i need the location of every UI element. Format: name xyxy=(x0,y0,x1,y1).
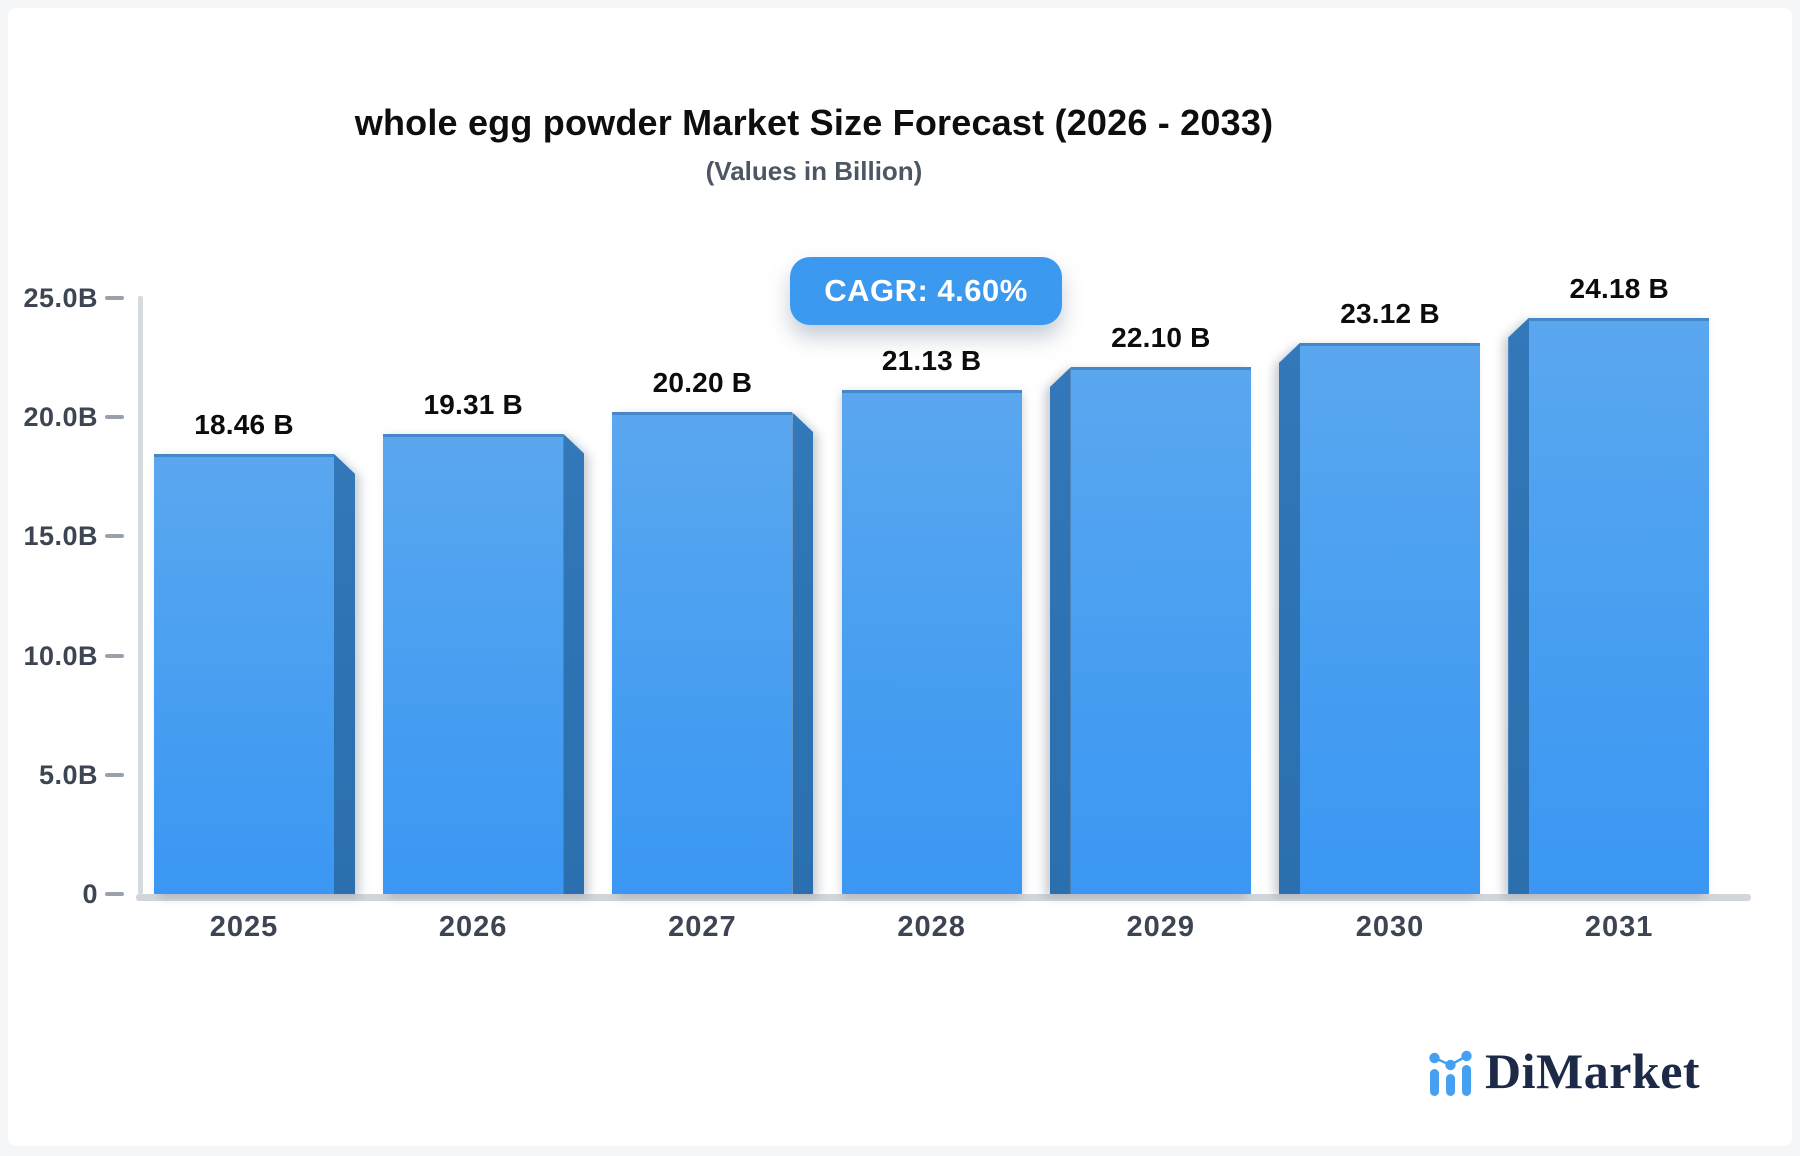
bar-face-2026[interactable] xyxy=(383,433,564,894)
y-axis-label: 15.0B xyxy=(23,521,98,552)
y-axis-label: 0 xyxy=(82,879,98,909)
bar-chart-plot: 25.0B 20.0B 15.0B 10.0B 5.0B 0 18.46 B 2025 19.3… xyxy=(8,8,1800,1146)
bar-side-face-2027 xyxy=(792,412,814,894)
bar-value-label-2026: 19.31 B xyxy=(423,388,523,420)
cagr-badge-label: CAGR: 4.60% xyxy=(824,273,1028,308)
bar-value-label-2030: 23.12 B xyxy=(1340,297,1440,329)
bar-side-face-2030 xyxy=(1279,342,1300,894)
x-axis-label-2025: 2025 xyxy=(209,911,279,943)
bar-value-label-2025: 18.46 B xyxy=(194,408,294,440)
y-axis-tick xyxy=(105,534,124,539)
brand-logo: DiMarket xyxy=(1429,1046,1700,1096)
y-axis-tick xyxy=(105,296,124,300)
bar-face-2030[interactable] xyxy=(1300,342,1480,894)
y-axis-label: 10.0B xyxy=(23,640,98,671)
y-axis-tick xyxy=(105,772,124,777)
brand-chart-icon xyxy=(1429,1050,1472,1096)
y-axis-tick xyxy=(105,415,124,420)
brand-name: DiMarket xyxy=(1485,1043,1701,1099)
y-axis-label: 25.0B xyxy=(23,283,98,313)
chart-card: whole egg powder Market Size Forecast (2… xyxy=(8,8,1792,1146)
bar-side-face-2031 xyxy=(1508,317,1530,894)
x-axis-line xyxy=(136,894,1751,901)
bar-side-face-2026 xyxy=(563,433,585,894)
y-axis-label: 20.0B xyxy=(23,402,98,433)
bar-side-face-2025 xyxy=(334,453,355,894)
cagr-badge: CAGR: 4.60% xyxy=(790,257,1062,325)
bar-value-label-2031: 24.18 B xyxy=(1569,272,1669,304)
x-axis-label-2029: 2029 xyxy=(1126,911,1196,943)
bar-value-label-2028: 21.13 B xyxy=(881,345,982,377)
x-axis-label-2026: 2026 xyxy=(438,911,508,943)
y-axis-tick xyxy=(105,653,124,658)
chart-title: whole egg powder Market Size Forecast (2… xyxy=(354,102,1274,143)
bar-face-2029[interactable] xyxy=(1070,367,1251,894)
bar-face-2025[interactable] xyxy=(154,453,334,894)
bar-side-face-2029 xyxy=(1049,367,1071,894)
x-axis-label-2030: 2030 xyxy=(1355,911,1425,943)
bar-value-label-2027: 20.20 B xyxy=(652,367,753,399)
bar-face-2027[interactable] xyxy=(612,412,793,894)
x-axis-label-2028: 2028 xyxy=(897,911,966,943)
x-axis-label-2027: 2027 xyxy=(668,911,737,943)
y-axis-line xyxy=(138,296,143,894)
chart-subtitle: (Values in Billion) xyxy=(705,156,923,186)
bar-face-2028[interactable] xyxy=(841,390,1022,894)
bar-value-label-2029: 22.10 B xyxy=(1111,322,1211,354)
y-axis-label: 5.0B xyxy=(38,759,98,790)
y-axis-tick xyxy=(105,892,124,896)
bar-face-2031[interactable] xyxy=(1529,317,1710,894)
x-axis-label-2031: 2031 xyxy=(1584,911,1654,943)
